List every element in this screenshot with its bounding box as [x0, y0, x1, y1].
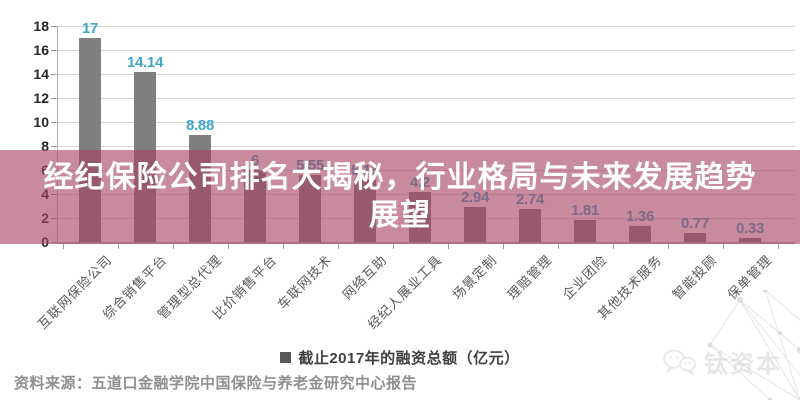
legend-marker-square	[280, 352, 292, 363]
x-tick-mark	[337, 244, 339, 249]
gridline	[57, 26, 795, 27]
x-tick-mark	[722, 244, 724, 249]
watermark-text: 钛资本	[704, 351, 782, 378]
x-tick-mark	[172, 244, 174, 249]
gridline	[57, 98, 795, 99]
y-tick-mark	[51, 98, 57, 99]
y-tick-label: 18	[33, 18, 49, 34]
watermark: 钛资本	[662, 344, 782, 379]
y-axis-line	[57, 26, 58, 242]
overlay-title-line2: 展望	[369, 199, 431, 232]
y-tick-mark	[51, 146, 57, 147]
x-tick-mark	[777, 244, 779, 249]
gridline	[57, 50, 795, 51]
value-label: 8.88	[186, 117, 214, 135]
x-tick-mark	[667, 244, 669, 249]
x-tick-mark	[62, 244, 64, 249]
y-tick-mark	[51, 74, 57, 75]
source-attribution: 资料来源：五道口金融学院中国保险与养老金研究中心报告	[14, 375, 418, 392]
wechat-icon	[663, 349, 696, 376]
gridline	[57, 122, 795, 123]
x-tick-mark	[612, 244, 614, 249]
gridline	[57, 74, 795, 75]
y-tick-label: 8	[41, 138, 49, 154]
value-label: 17	[81, 20, 99, 37]
y-tick-label: 10	[33, 114, 49, 130]
x-tick-mark	[557, 244, 559, 249]
legend: 截止2017年的融资总额（亿元）	[0, 347, 800, 368]
title-overlay: 经纪保险公司排名大揭秘，行业格局与未来发展趋势 展望	[0, 150, 800, 244]
y-tick-label: 16	[33, 42, 49, 58]
x-tick-mark	[227, 244, 229, 249]
y-tick-mark	[51, 50, 57, 51]
overlay-title-line1: 经纪保险公司排名大揭秘，行业格局与未来发展趋势	[43, 161, 757, 194]
value-label: 14.14	[126, 54, 164, 72]
gridline	[57, 146, 795, 147]
x-tick-mark	[282, 244, 284, 249]
network-decoration	[707, 290, 800, 400]
x-tick-mark	[392, 244, 394, 249]
y-tick-label: 14	[33, 66, 49, 82]
x-tick-mark	[117, 244, 119, 249]
y-tick-label: 12	[33, 90, 49, 106]
legend-label: 截止2017年的融资总额（亿元）	[298, 350, 520, 367]
y-tick-mark	[51, 26, 57, 27]
y-tick-mark	[51, 122, 57, 123]
x-tick-mark	[502, 244, 504, 249]
x-tick-mark	[447, 244, 449, 249]
